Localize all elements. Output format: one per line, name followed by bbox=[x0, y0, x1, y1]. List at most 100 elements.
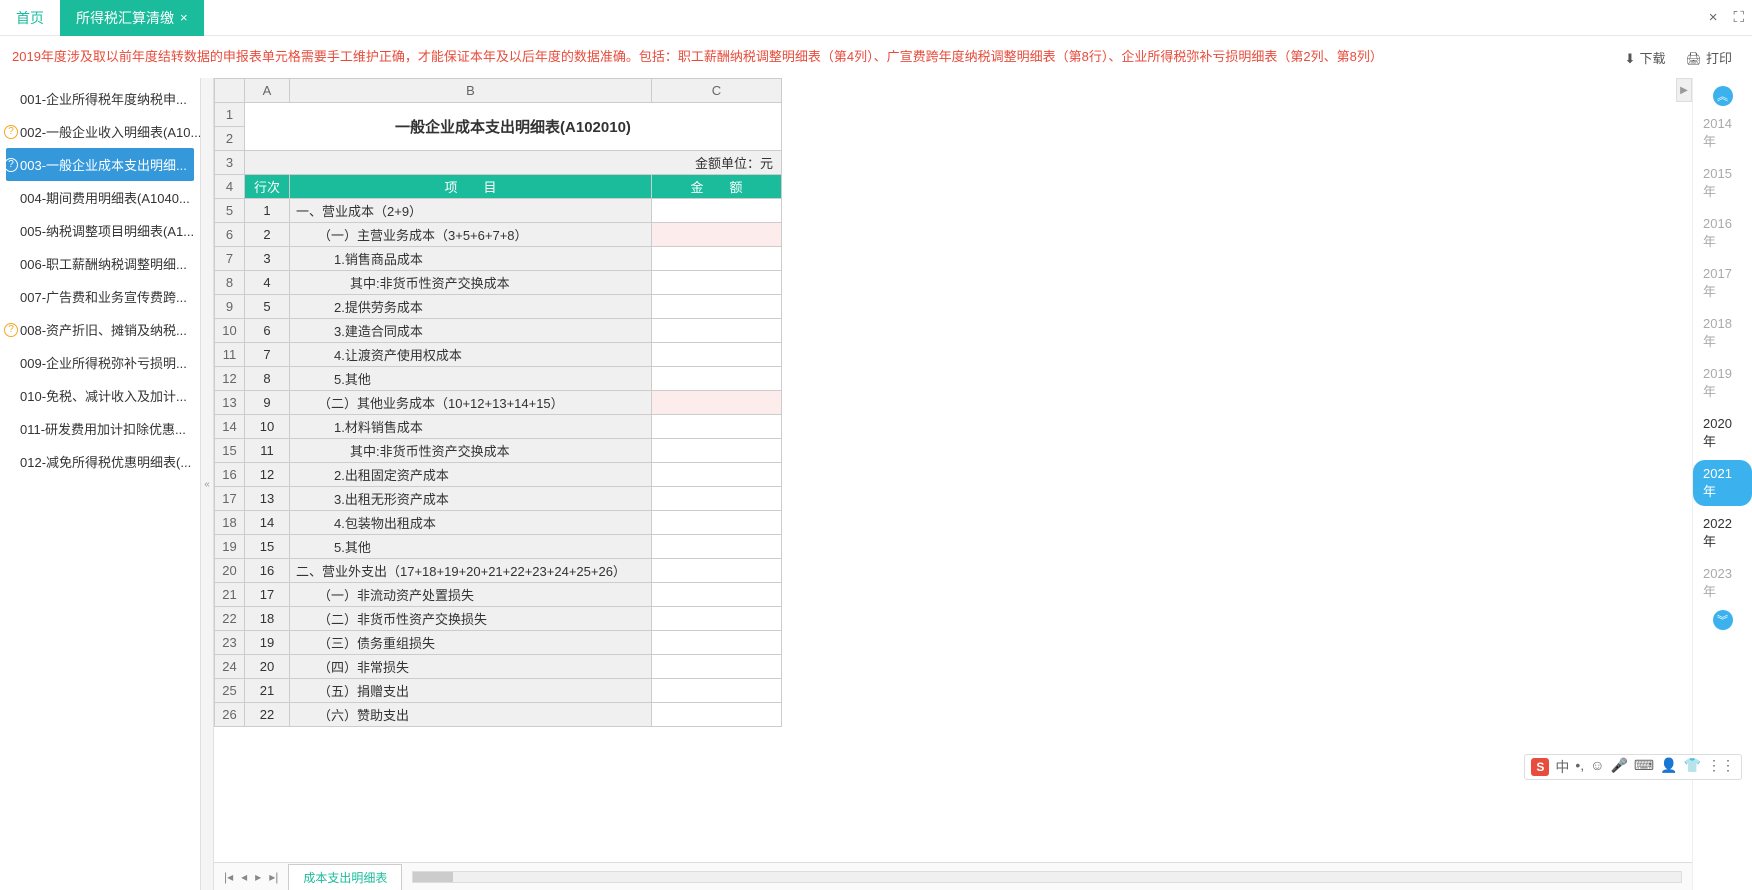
sidebar-item-8[interactable]: 009-企业所得税弥补亏损明... bbox=[0, 346, 200, 379]
amount-cell[interactable] bbox=[652, 271, 782, 295]
row-number[interactable]: 7 bbox=[215, 247, 245, 271]
sidebar-item-6[interactable]: 007-广告费和业务宣传费跨... bbox=[0, 280, 200, 313]
sheet-nav-first-icon[interactable]: |◂ bbox=[222, 870, 235, 884]
sidebar-item-label: 004-期间费用明细表(A1040... bbox=[20, 188, 190, 207]
sheet-tab[interactable]: 成本支出明细表 bbox=[288, 864, 402, 890]
row-number[interactable]: 23 bbox=[215, 631, 245, 655]
ime-button[interactable]: ☺ bbox=[1590, 757, 1604, 777]
row-number[interactable]: 17 bbox=[215, 487, 245, 511]
amount-cell[interactable] bbox=[652, 439, 782, 463]
amount-cell[interactable] bbox=[652, 583, 782, 607]
tab-close-icon[interactable]: × bbox=[180, 10, 188, 25]
row-number[interactable]: 3 bbox=[215, 151, 245, 175]
amount-cell[interactable] bbox=[652, 367, 782, 391]
amount-cell[interactable] bbox=[652, 487, 782, 511]
row-number[interactable]: 6 bbox=[215, 223, 245, 247]
amount-cell[interactable] bbox=[652, 631, 782, 655]
row-number[interactable]: 11 bbox=[215, 343, 245, 367]
row-number[interactable]: 24 bbox=[215, 655, 245, 679]
unit-label: 金额单位：元 bbox=[245, 151, 782, 175]
horizontal-scrollbar[interactable] bbox=[412, 871, 1682, 883]
amount-cell[interactable] bbox=[652, 607, 782, 631]
ime-button[interactable]: 👕 bbox=[1684, 757, 1701, 777]
row-number[interactable]: 12 bbox=[215, 367, 245, 391]
amount-cell[interactable] bbox=[652, 655, 782, 679]
amount-cell[interactable] bbox=[652, 463, 782, 487]
row-number[interactable]: 10 bbox=[215, 319, 245, 343]
close-icon[interactable]: × bbox=[1709, 9, 1718, 26]
row-number[interactable]: 20 bbox=[215, 559, 245, 583]
ime-button[interactable]: 🎤 bbox=[1610, 757, 1627, 777]
sidebar-item-label: 001-企业所得税年度纳税申... bbox=[20, 89, 187, 108]
row-number[interactable]: 1 bbox=[215, 103, 245, 127]
sidebar-item-7[interactable]: ?008-资产折旧、摊销及纳税... bbox=[0, 313, 200, 346]
column-header[interactable]: A bbox=[245, 79, 290, 103]
row-number[interactable]: 19 bbox=[215, 535, 245, 559]
sidebar-item-11[interactable]: 012-减免所得税优惠明细表(... bbox=[0, 445, 200, 478]
fullscreen-icon[interactable]: ⛶ bbox=[1733, 9, 1744, 26]
sidebar-item-4[interactable]: 005-纳税调整项目明细表(A1... bbox=[0, 214, 200, 247]
amount-cell[interactable] bbox=[652, 319, 782, 343]
amount-cell[interactable] bbox=[652, 415, 782, 439]
row-number[interactable]: 25 bbox=[215, 679, 245, 703]
download-button[interactable]: ⬇ 下载 bbox=[1625, 48, 1666, 70]
sheet-nav-next-icon[interactable]: ▸ bbox=[253, 870, 263, 884]
ime-button[interactable]: •, bbox=[1575, 757, 1584, 777]
amount-cell[interactable] bbox=[652, 511, 782, 535]
amount-cell[interactable] bbox=[652, 391, 782, 415]
amount-cell[interactable] bbox=[652, 247, 782, 271]
sheet-nav-last-icon[interactable]: ▸| bbox=[267, 870, 280, 884]
amount-cell[interactable] bbox=[652, 703, 782, 727]
sheet-nav-prev-icon[interactable]: ◂ bbox=[239, 870, 249, 884]
year-option[interactable]: 2022年 bbox=[1693, 510, 1752, 556]
year-option[interactable]: 2021年 bbox=[1693, 460, 1752, 506]
row-number[interactable]: 13 bbox=[215, 391, 245, 415]
row-number[interactable]: 2 bbox=[215, 127, 245, 151]
row-number[interactable]: 9 bbox=[215, 295, 245, 319]
ime-toolbar[interactable]: S 中 •, ☺ 🎤 ⌨ 👤 👕 ⋮⋮ bbox=[1524, 754, 1742, 780]
row-number[interactable]: 5 bbox=[215, 199, 245, 223]
year-scroll-down-icon[interactable]: ︾ bbox=[1713, 610, 1733, 630]
row-number[interactable]: 22 bbox=[215, 607, 245, 631]
amount-cell[interactable] bbox=[652, 199, 782, 223]
sidebar-item-9[interactable]: 010-免税、减计收入及加计... bbox=[0, 379, 200, 412]
ime-button[interactable]: ⋮⋮ bbox=[1707, 757, 1735, 777]
help-icon[interactable]: ? bbox=[4, 323, 18, 337]
scrollbar-thumb[interactable] bbox=[413, 872, 453, 882]
year-option[interactable]: 2020年 bbox=[1693, 410, 1752, 456]
help-icon[interactable]: ? bbox=[4, 125, 18, 139]
help-icon[interactable]: ? bbox=[6, 158, 18, 172]
amount-cell[interactable] bbox=[652, 535, 782, 559]
sidebar-item-10[interactable]: 011-研发费用加计扣除优惠... bbox=[0, 412, 200, 445]
ime-logo-icon[interactable]: S bbox=[1531, 758, 1549, 776]
row-number[interactable]: 15 bbox=[215, 439, 245, 463]
sidebar-item-0[interactable]: 001-企业所得税年度纳税申... bbox=[0, 82, 200, 115]
row-number[interactable]: 21 bbox=[215, 583, 245, 607]
row-number[interactable]: 18 bbox=[215, 511, 245, 535]
row-number[interactable]: 8 bbox=[215, 271, 245, 295]
amount-cell[interactable] bbox=[652, 679, 782, 703]
amount-cell[interactable] bbox=[652, 559, 782, 583]
amount-cell[interactable] bbox=[652, 343, 782, 367]
row-number[interactable]: 26 bbox=[215, 703, 245, 727]
sidebar-item-2[interactable]: ?003-一般企业成本支出明细... bbox=[6, 148, 194, 181]
sidebar-item-5[interactable]: 006-职工薪酬纳税调整明细... bbox=[0, 247, 200, 280]
ime-button[interactable]: 👤 bbox=[1660, 757, 1677, 777]
column-header[interactable]: C bbox=[652, 79, 782, 103]
sidebar-collapse-handle[interactable]: « bbox=[200, 78, 214, 890]
row-number[interactable]: 4 bbox=[215, 175, 245, 199]
print-button[interactable]: 🖨 打印 bbox=[1685, 48, 1732, 70]
row-number[interactable]: 14 bbox=[215, 415, 245, 439]
sidebar-item-1[interactable]: ?002-一般企业收入明细表(A10... bbox=[0, 115, 200, 148]
amount-cell[interactable] bbox=[652, 223, 782, 247]
expand-right-icon[interactable]: ▶ bbox=[1676, 78, 1692, 102]
sidebar-item-3[interactable]: 004-期间费用明细表(A1040... bbox=[0, 181, 200, 214]
ime-button[interactable]: 中 bbox=[1555, 757, 1569, 777]
row-number[interactable]: 16 bbox=[215, 463, 245, 487]
ime-button[interactable]: ⌨ bbox=[1634, 757, 1654, 777]
column-header[interactable]: B bbox=[290, 79, 652, 103]
tab-home[interactable]: 首页 bbox=[0, 0, 60, 36]
year-scroll-up-icon[interactable]: ︽ bbox=[1713, 86, 1733, 106]
amount-cell[interactable] bbox=[652, 295, 782, 319]
tab-tax-settlement[interactable]: 所得税汇算清缴 × bbox=[60, 0, 204, 36]
